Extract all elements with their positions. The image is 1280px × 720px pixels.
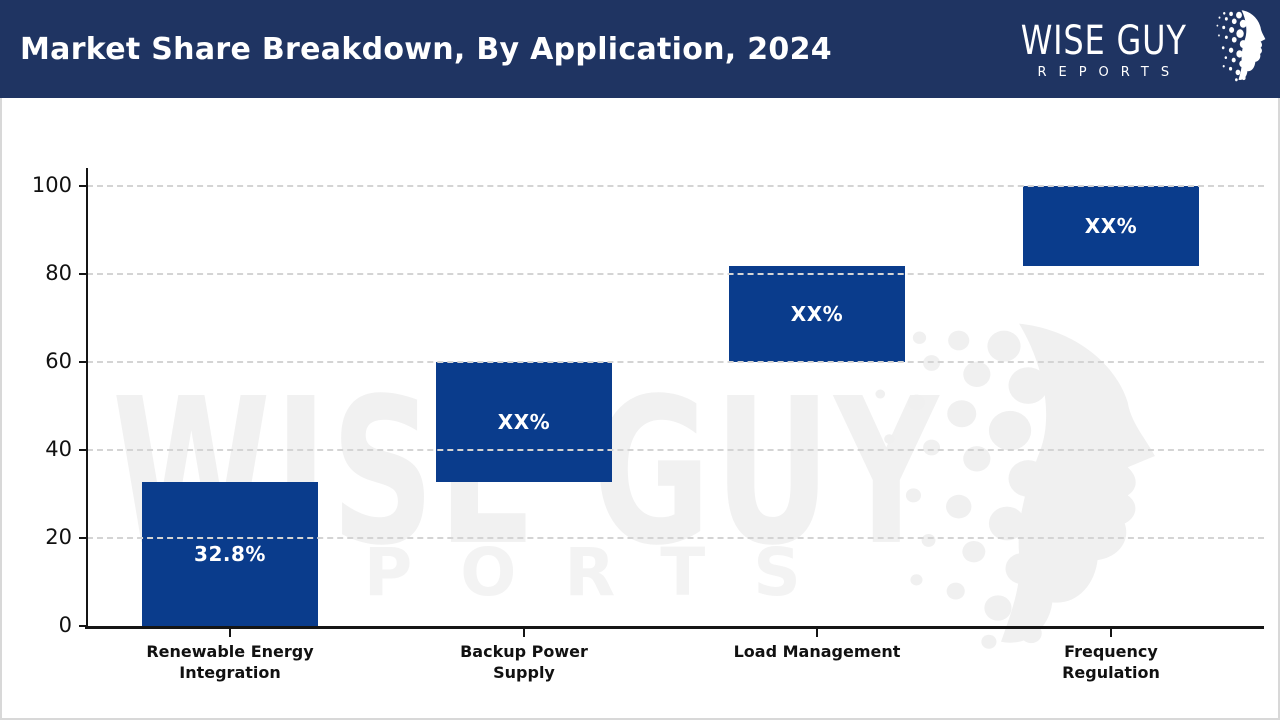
x-axis-category-label: Frequency Regulation bbox=[1062, 642, 1160, 682]
x-axis-category-label: Load Management bbox=[733, 642, 901, 661]
gridline bbox=[87, 537, 1264, 539]
gridline bbox=[87, 361, 1264, 363]
watermark-face-icon bbox=[875, 323, 1155, 649]
logo-wordmark: WISE GUY bbox=[1020, 18, 1187, 64]
bar-value-label: 32.8% bbox=[194, 541, 266, 566]
bar-value-label: XX% bbox=[1084, 214, 1138, 239]
y-axis-tick bbox=[79, 537, 87, 539]
y-axis-tick bbox=[79, 625, 87, 627]
y-axis-tick-label: 0 bbox=[58, 613, 72, 637]
chart-area: WISE GUY REPORTS 32.8% XX% XX% XX% 0 20 40 60 8… bbox=[0, 98, 1280, 720]
x-axis-tick bbox=[229, 629, 231, 637]
x-axis-category-label: Backup Power Supply bbox=[460, 642, 588, 682]
x-axis bbox=[85, 626, 1264, 629]
y-axis-tick-label: 100 bbox=[31, 173, 72, 197]
x-axis-tick bbox=[1110, 629, 1112, 637]
y-axis-tick-label: 20 bbox=[45, 525, 72, 549]
bar-value-label: XX% bbox=[497, 409, 551, 434]
gridline bbox=[87, 449, 1264, 451]
y-axis-tick-label: 80 bbox=[45, 261, 72, 285]
y-axis-tick-label: 40 bbox=[45, 437, 72, 461]
y-axis-tick bbox=[79, 361, 87, 363]
x-axis-tick bbox=[816, 629, 818, 637]
x-axis-tick bbox=[523, 629, 525, 637]
y-axis-tick bbox=[79, 273, 87, 275]
chart-bar: XX% bbox=[729, 266, 905, 362]
chart-bar: 32.8% bbox=[142, 481, 318, 626]
gridline bbox=[87, 185, 1264, 187]
wiseguy-logo: WISE GUY REPORTS bbox=[1000, 9, 1268, 89]
gridline bbox=[87, 273, 1264, 275]
x-axis-category-label: Renewable Energy Integration bbox=[146, 642, 314, 682]
y-axis-tick bbox=[79, 185, 87, 187]
chart-bar: XX% bbox=[1023, 186, 1199, 267]
logo-subtitle: REPORTS bbox=[1037, 65, 1182, 80]
bar-value-label: XX% bbox=[790, 302, 844, 327]
logo-text: WISE GUY REPORTS bbox=[1000, 18, 1207, 80]
y-axis-tick-label: 60 bbox=[45, 349, 72, 373]
y-axis-tick bbox=[79, 449, 87, 451]
y-axis bbox=[86, 168, 88, 628]
chart-bar: XX% bbox=[436, 362, 612, 482]
header: Market Share Breakdown, By Application, … bbox=[0, 0, 1280, 98]
chart-title: Market Share Breakdown, By Application, … bbox=[20, 31, 832, 67]
wiseguy-face-icon bbox=[1216, 10, 1266, 82]
